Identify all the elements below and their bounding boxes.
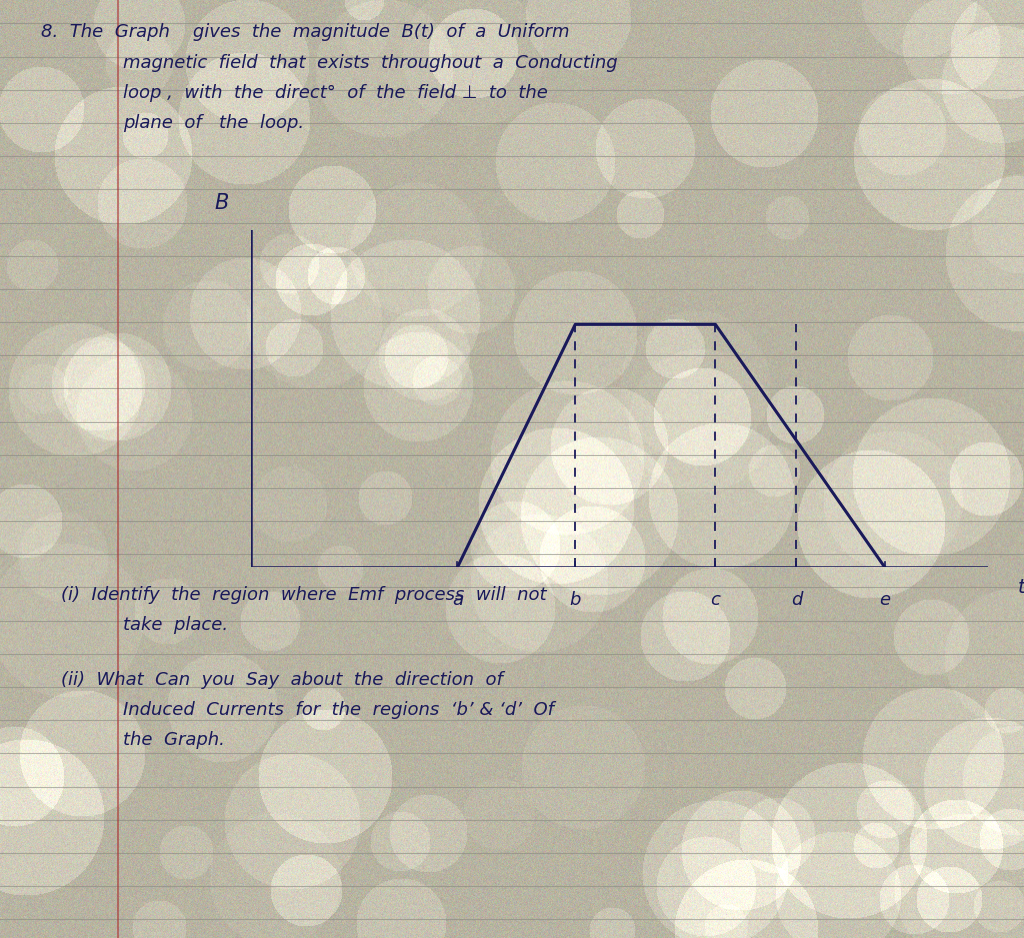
Text: magnetic  field  that  exists  throughout  a  Conducting: magnetic field that exists throughout a … xyxy=(123,54,617,72)
Text: c: c xyxy=(711,591,720,609)
Text: 8.  The  Graph    gives  the  magnitude  B(t)  of  a  Uniform: 8. The Graph gives the magnitude B(t) of… xyxy=(41,23,569,41)
Text: d: d xyxy=(791,591,802,609)
Text: plane  of   the  loop.: plane of the loop. xyxy=(123,114,304,132)
Text: t: t xyxy=(1018,578,1024,598)
Text: a: a xyxy=(452,591,463,609)
Text: Induced  Currents  for  the  regions  ‘b’ & ‘d’  Of: Induced Currents for the regions ‘b’ & ‘… xyxy=(123,701,554,719)
Text: b: b xyxy=(569,591,581,609)
Text: the  Graph.: the Graph. xyxy=(123,731,224,749)
Text: B: B xyxy=(214,193,228,213)
Text: e: e xyxy=(880,591,891,609)
Text: (i)  Identify  the  region  where  Emf  process  will  not: (i) Identify the region where Emf proces… xyxy=(61,586,547,604)
Text: loop ,  with  the  direct°  of  the  field ⊥  to  the: loop , with the direct° of the field ⊥ t… xyxy=(123,84,548,102)
Text: take  place.: take place. xyxy=(123,616,228,634)
Text: (ii)  What  Can  you  Say  about  the  direction  of: (ii) What Can you Say about the directio… xyxy=(61,671,504,688)
